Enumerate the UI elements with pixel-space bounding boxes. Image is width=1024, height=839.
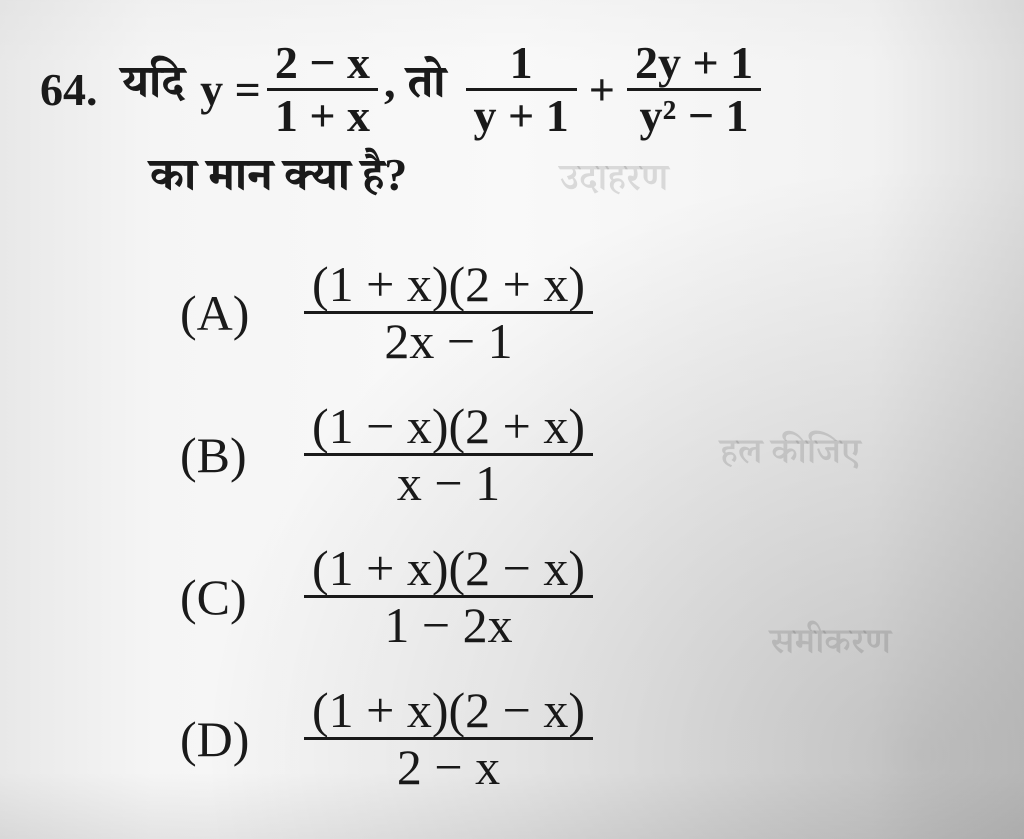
frac3-denominator: y² − 1 [632, 93, 757, 139]
option-d-numerator: (1 + x)(2 − x) [304, 685, 593, 735]
option-c-fraction: (1 + x)(2 − x) 1 − 2x [304, 543, 593, 650]
option-a-numerator: (1 + x)(2 + x) [304, 259, 593, 309]
option-d-fraction: (1 + x)(2 − x) 2 − x [304, 685, 593, 792]
option-c-label: (C) [180, 568, 270, 626]
option-b: (B) (1 − x)(2 + x) x − 1 [180, 401, 984, 508]
ghost-text: हल कीजिए [720, 430, 861, 486]
text-if: यदि [122, 54, 185, 126]
option-c-denominator: 1 − 2x [376, 600, 520, 650]
option-a-fraction: (1 + x)(2 + x) 2x − 1 [304, 259, 593, 366]
option-b-fraction: (1 − x)(2 + x) x − 1 [304, 401, 593, 508]
frac2-numerator: 1 [502, 40, 541, 86]
question-number: 64. [40, 63, 98, 116]
fraction-term-2: 2y + 1 y² − 1 [627, 40, 761, 139]
option-b-denominator: x − 1 [389, 458, 508, 508]
option-d-label: (D) [180, 710, 270, 768]
frac1-numerator: 2 − x [267, 40, 378, 86]
fraction-y-def: 2 − x 1 + x [267, 40, 378, 139]
option-a-denominator: 2x − 1 [376, 316, 520, 366]
y-equals: y = [200, 63, 261, 116]
scanned-page: 64. यदि y = 2 − x 1 + x , तो 1 y + 1 + 2… [0, 0, 1024, 839]
fraction-term-1: 1 y + 1 [466, 40, 577, 139]
option-a: (A) (1 + x)(2 + x) 2x − 1 [180, 259, 984, 366]
frac3-numerator: 2y + 1 [627, 40, 761, 86]
ghost-text: समीकरण [770, 620, 891, 676]
option-d: (D) (1 + x)(2 − x) 2 − x [180, 685, 984, 792]
comma-then: , तो [384, 54, 445, 126]
ghost-text: उदाहरण [560, 155, 668, 214]
plus-sign: + [589, 63, 615, 116]
option-a-label: (A) [180, 284, 270, 342]
frac2-denominator: y + 1 [466, 93, 577, 139]
frac1-denominator: 1 + x [267, 93, 378, 139]
option-d-denominator: 2 − x [389, 742, 508, 792]
option-c-numerator: (1 + x)(2 − x) [304, 543, 593, 593]
option-b-numerator: (1 − x)(2 + x) [304, 401, 593, 451]
option-b-label: (B) [180, 426, 270, 484]
question-line-1: 64. यदि y = 2 − x 1 + x , तो 1 y + 1 + 2… [40, 40, 984, 139]
